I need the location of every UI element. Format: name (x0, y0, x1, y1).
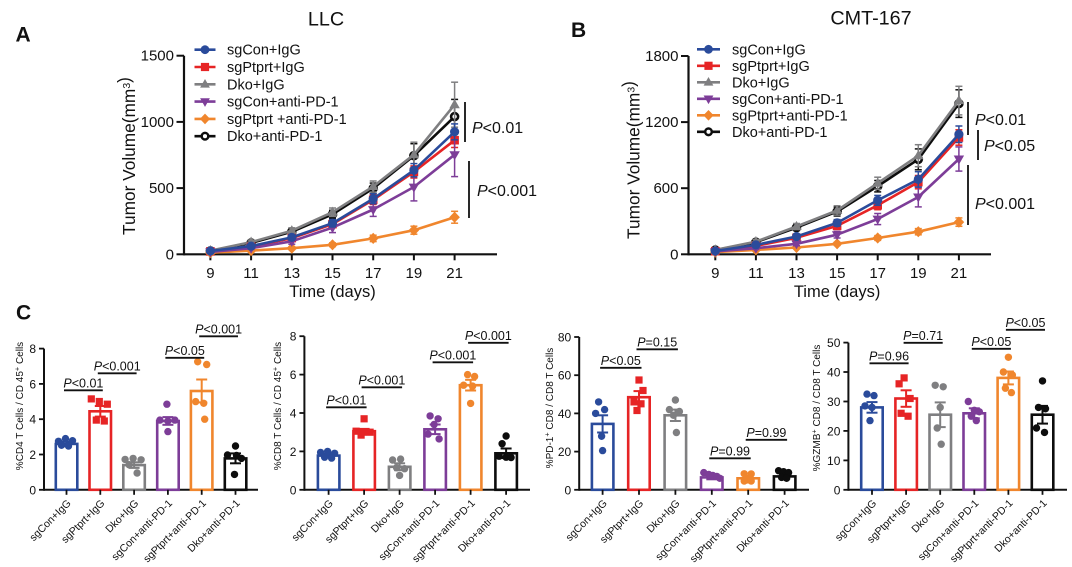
svg-text:19: 19 (910, 265, 927, 282)
svg-text:2: 2 (290, 445, 297, 459)
svg-text:17: 17 (869, 265, 886, 282)
svg-text:1800: 1800 (645, 48, 678, 65)
svg-text:P=0.99: P=0.99 (710, 445, 750, 459)
svg-text:P<0.05: P<0.05 (601, 354, 641, 368)
svg-text:6: 6 (29, 377, 36, 391)
svg-text:11: 11 (243, 265, 259, 282)
svg-text:Dko+IgG: Dko+IgG (227, 77, 285, 93)
svg-text:19: 19 (406, 265, 423, 282)
svg-text:sgPtprt +anti-PD-1: sgPtprt +anti-PD-1 (227, 112, 347, 128)
svg-text:600: 600 (653, 180, 678, 197)
svg-text:P<0.05: P<0.05 (165, 344, 205, 358)
svg-text:21: 21 (446, 265, 463, 282)
svg-text:P<0.05: P<0.05 (971, 335, 1011, 349)
svg-text:P=0.96: P=0.96 (869, 350, 909, 364)
svg-text:40: 40 (558, 407, 572, 421)
svg-text:10: 10 (827, 454, 841, 468)
svg-text:sgPtprt+anti-PD-1: sgPtprt+anti-PD-1 (732, 108, 848, 124)
svg-text:50: 50 (827, 336, 841, 350)
svg-text:17: 17 (365, 265, 382, 282)
svg-text:P<0.001: P<0.001 (465, 329, 512, 343)
svg-text:1200: 1200 (645, 114, 678, 131)
svg-text:Tumor Volume(mm3): Tumor Volume(mm3) (114, 77, 139, 235)
svg-text:11: 11 (748, 265, 764, 282)
svg-text:6: 6 (290, 368, 297, 382)
svg-text:9: 9 (711, 265, 719, 282)
svg-text:P<0.01: P<0.01 (472, 120, 523, 137)
svg-text:sgPtprt+IgG: sgPtprt+IgG (227, 60, 305, 76)
svg-text:%GZMB+ CD8 / CD8 T Cells: %GZMB+ CD8 / CD8 T Cells (810, 345, 824, 472)
svg-text:sgPtprt+IgG: sgPtprt+IgG (732, 59, 810, 75)
svg-text:9: 9 (206, 265, 214, 282)
svg-text:4: 4 (29, 413, 36, 427)
svg-text:C: C (16, 302, 31, 325)
svg-text:21: 21 (951, 265, 968, 282)
svg-text:0: 0 (670, 246, 678, 263)
svg-text:P<0.01: P<0.01 (975, 112, 1026, 129)
svg-text:4: 4 (290, 407, 297, 421)
svg-text:sgCon+IgG: sgCon+IgG (732, 42, 806, 58)
svg-text:%PD-1+ CD8 / CD8 T Cells: %PD-1+ CD8 / CD8 T Cells (543, 348, 557, 469)
svg-text:P<0.05: P<0.05 (984, 138, 1035, 155)
svg-text:P=0.99: P=0.99 (746, 426, 786, 440)
svg-text:20: 20 (827, 424, 841, 438)
svg-text:Dko+anti-PD-1: Dko+anti-PD-1 (732, 125, 828, 141)
svg-text:P<0.01: P<0.01 (63, 377, 103, 391)
svg-text:P<0.001: P<0.001 (477, 183, 537, 200)
svg-text:%CD4 T Cells / CD 45+ Cells: %CD4 T Cells / CD 45+ Cells (13, 342, 27, 470)
svg-text:0: 0 (834, 483, 841, 497)
svg-text:0: 0 (290, 483, 297, 497)
svg-text:13: 13 (283, 265, 300, 282)
svg-text:sgCon+IgG: sgCon+IgG (227, 43, 301, 59)
svg-text:P<0.001: P<0.001 (975, 196, 1035, 213)
svg-text:15: 15 (829, 265, 846, 282)
svg-text:0: 0 (166, 246, 174, 263)
svg-text:13: 13 (788, 265, 805, 282)
svg-text:15: 15 (324, 265, 341, 282)
svg-text:30: 30 (827, 395, 841, 409)
svg-text:P=0.15: P=0.15 (637, 336, 677, 350)
svg-text:sgCon+anti-PD-1: sgCon+anti-PD-1 (732, 92, 844, 108)
svg-text:0: 0 (565, 483, 572, 497)
svg-text:Tumor Volume(mm3): Tumor Volume(mm3) (619, 81, 644, 239)
svg-text:P=0.71: P=0.71 (903, 329, 943, 343)
svg-text:%CD8 T Cells / CD 45+ Cells: %CD8 T Cells / CD 45+ Cells (271, 342, 285, 470)
svg-text:20: 20 (558, 445, 572, 459)
svg-text:P<0.001: P<0.001 (94, 360, 141, 374)
svg-text:Dko+IgG: Dko+IgG (732, 75, 790, 91)
svg-text:P<0.001: P<0.001 (195, 323, 242, 337)
svg-text:P<0.05: P<0.05 (1005, 316, 1045, 330)
svg-text:Time (days): Time (days) (794, 283, 880, 301)
svg-text:8: 8 (29, 342, 36, 356)
svg-text:8: 8 (290, 330, 297, 344)
svg-text:1500: 1500 (141, 48, 174, 65)
svg-text:Time (days): Time (days) (289, 283, 375, 301)
svg-text:2: 2 (29, 448, 36, 462)
svg-text:sgCon+anti-PD-1: sgCon+anti-PD-1 (227, 95, 339, 111)
svg-text:40: 40 (827, 366, 841, 380)
svg-text:Dko+anti-PD-1: Dko+anti-PD-1 (227, 129, 323, 145)
svg-text:60: 60 (558, 369, 572, 383)
svg-text:P<0.001: P<0.001 (429, 349, 476, 363)
svg-text:0: 0 (29, 483, 36, 497)
svg-text:500: 500 (149, 180, 174, 197)
svg-text:CMT-167: CMT-167 (830, 8, 911, 30)
svg-text:A: A (16, 24, 31, 47)
svg-text:P<0.001: P<0.001 (358, 374, 405, 388)
svg-text:B: B (571, 19, 586, 42)
svg-text:1000: 1000 (141, 114, 174, 131)
svg-text:P<0.01: P<0.01 (326, 394, 366, 408)
svg-text:80: 80 (558, 331, 572, 345)
svg-text:LLC: LLC (308, 9, 344, 31)
